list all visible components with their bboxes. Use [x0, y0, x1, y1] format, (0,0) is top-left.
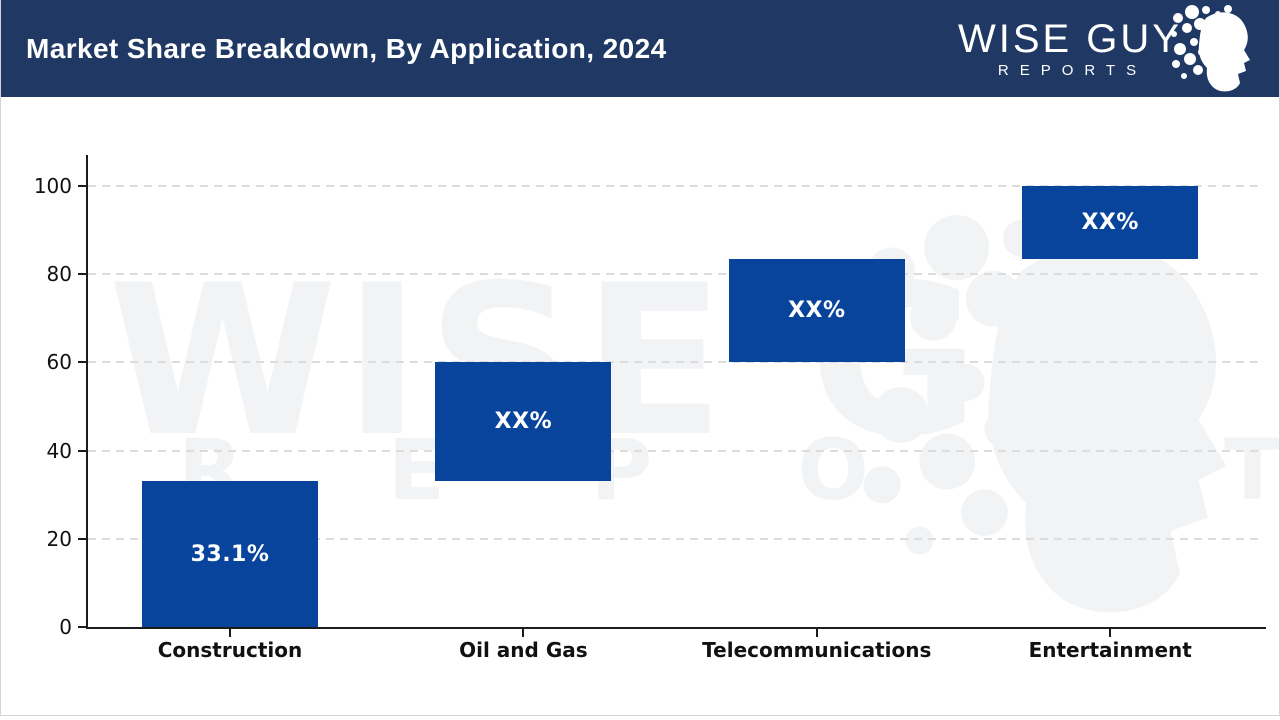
- page-title: Market Share Breakdown, By Application, …: [26, 32, 667, 64]
- y-tick-label-0: 0: [59, 615, 72, 639]
- y-tick-mark-40: [78, 449, 86, 452]
- gridline-20: [88, 537, 1264, 540]
- logo-wordmark: WISE GUY: [957, 17, 1182, 61]
- y-tick-label-100: 100: [33, 174, 72, 198]
- logo-head-icon: [1171, 4, 1250, 91]
- bar-telecommunications: XX%: [728, 259, 905, 363]
- x-category-label-oil-and-gas: Oil and Gas: [459, 638, 588, 662]
- gridline-40: [88, 449, 1264, 452]
- logo-subtitle: REPORTS: [997, 62, 1148, 79]
- x-axis-line: [86, 627, 1266, 629]
- bar-entertainment: XX%: [1022, 186, 1199, 260]
- bar-value-label: 33.1%: [190, 541, 270, 567]
- gridline-100: [88, 185, 1264, 187]
- y-axis-line: [86, 155, 88, 629]
- y-tick-mark-100: [78, 185, 86, 187]
- y-tick-mark-60: [78, 361, 86, 364]
- y-tick-label-40: 40: [46, 438, 72, 463]
- gridline-80: [88, 273, 1264, 276]
- x-tick-mark: [229, 629, 231, 637]
- x-category-label-entertainment: Entertainment: [1028, 638, 1192, 662]
- header-bar: Market Share Breakdown, By Application, …: [0, 0, 1280, 97]
- x-category-label-construction: Construction: [157, 638, 303, 662]
- y-tick-label-60: 60: [46, 350, 72, 375]
- logo-text: WISE GUY REPORTS: [958, 19, 1182, 78]
- bar-value-label: XX%: [1081, 210, 1139, 236]
- y-tick-label-80: 80: [46, 262, 72, 287]
- bar-value-label: XX%: [494, 409, 553, 435]
- x-tick-mark: [815, 629, 818, 637]
- y-tick-mark-20: [78, 537, 86, 540]
- wise-guy-logo: WISE GUY REPORTS: [958, 4, 1254, 94]
- y-tick-label-20: 20: [46, 526, 72, 551]
- y-tick-mark-80: [78, 273, 86, 276]
- y-tick-mark-0: [78, 626, 86, 628]
- gridline-60: [88, 361, 1264, 364]
- x-tick-mark: [522, 629, 525, 637]
- x-category-label-telecommunications: Telecommunications: [702, 638, 932, 662]
- x-tick-mark: [1109, 629, 1112, 637]
- bar-value-label: XX%: [788, 298, 846, 324]
- bar-construction: 33.1%: [142, 481, 318, 627]
- bar-oil-and-gas: XX%: [435, 362, 612, 482]
